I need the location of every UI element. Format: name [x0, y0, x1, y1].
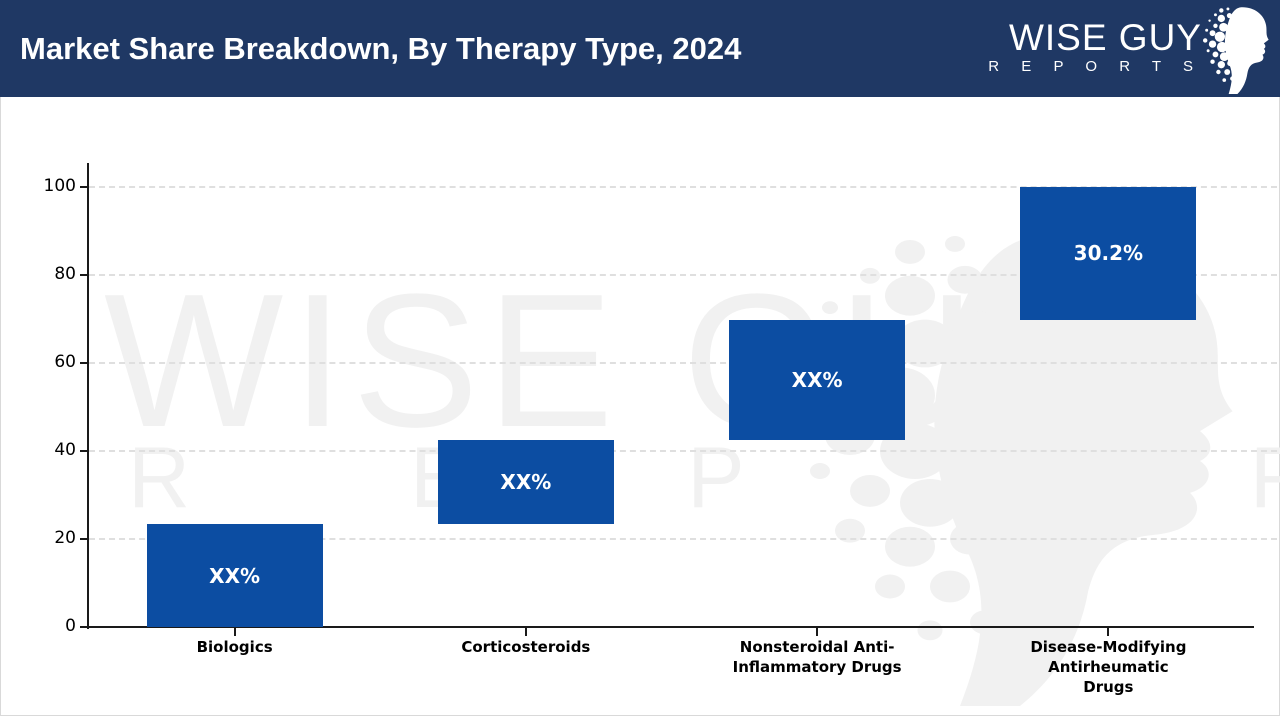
bar-3: XX%: [729, 319, 906, 440]
y-gridline: [89, 274, 1277, 276]
chart-title: Market Share Breakdown, By Therapy Type,…: [20, 30, 742, 66]
y-axis-tick-label: 20: [54, 528, 76, 548]
bar-value-label: XX%: [500, 469, 552, 494]
x-category-label: Corticosteroids: [461, 638, 591, 656]
bar-1: XX%: [146, 524, 323, 627]
logo-name: WISE GUY: [1008, 17, 1202, 58]
bar-2: XX%: [437, 439, 614, 525]
y-axis-tick-label: 100: [43, 176, 76, 196]
y-axis-line: [87, 163, 89, 629]
y-axis-tick: [80, 274, 89, 276]
bar-value-label: XX%: [791, 367, 843, 392]
y-axis-tick: [80, 362, 89, 364]
bar-value-label: 30.2%: [1073, 241, 1144, 266]
bar-value-label: XX%: [209, 563, 261, 588]
x-axis-tick: [233, 628, 236, 636]
y-axis-tick-label: 80: [54, 264, 76, 284]
logo-subtitle: R E P O R T S: [988, 58, 1202, 75]
x-category-label: Biologics: [196, 638, 273, 656]
wise-guy-reports-logo: WISE GUY R E P O R T S: [988, 0, 1270, 97]
y-axis-tick: [80, 450, 89, 452]
x-axis-tick: [524, 628, 527, 636]
y-gridline: [89, 362, 1277, 364]
x-category-label: Disease-Modifying Antirheumatic Drugs: [1030, 638, 1187, 696]
y-axis-tick-label: 40: [54, 440, 76, 460]
y-axis-tick: [80, 538, 89, 540]
y-axis-tick-label: 60: [54, 352, 76, 372]
y-axis-tick: [80, 626, 89, 628]
logo-text: WISE GUY R E P O R T S: [988, 17, 1202, 77]
y-gridline: [89, 186, 1277, 188]
x-axis-tick: [816, 628, 819, 636]
x-category-label: Nonsteroidal Anti- Inflammatory Drugs: [732, 638, 902, 676]
bar-4: 30.2%: [1020, 187, 1197, 320]
x-axis-tick: [1107, 628, 1110, 636]
header-band: Market Share Breakdown, By Therapy Type,…: [0, 0, 1280, 97]
y-gridline: [89, 538, 1277, 540]
y-axis-tick: [80, 186, 89, 188]
x-axis-line: [87, 626, 1254, 628]
y-axis-tick-label: 0: [65, 616, 76, 636]
y-gridline: [89, 450, 1277, 452]
